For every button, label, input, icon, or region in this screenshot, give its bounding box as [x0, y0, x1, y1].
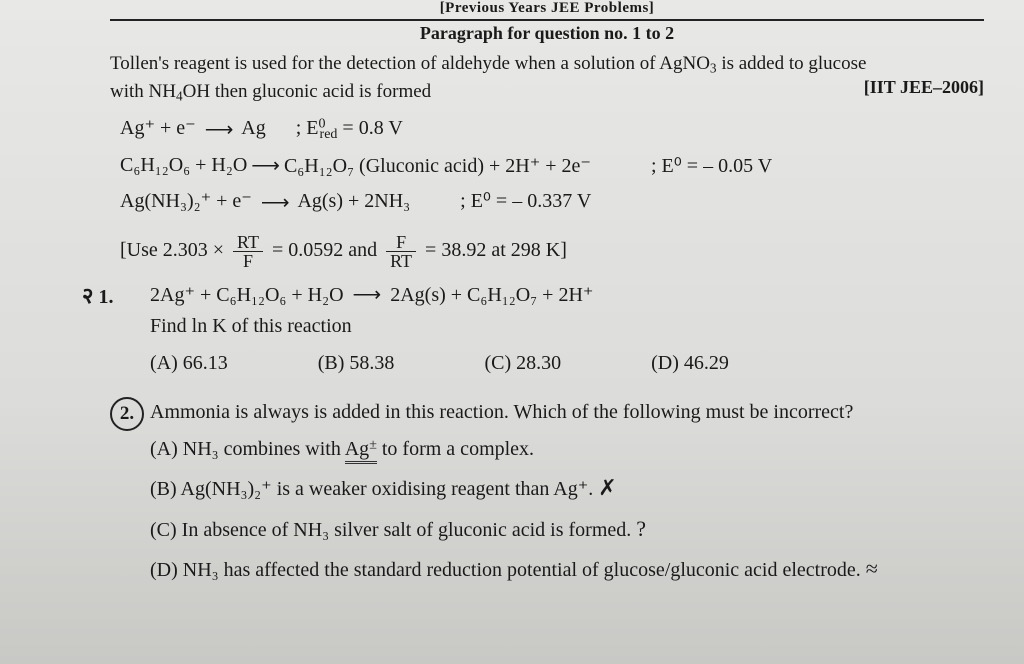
q1-options: (A) 66.13 (B) 58.38 (C) 28.30 (D) 46.29 — [150, 348, 984, 379]
q1-body: 2Ag⁺ + C₆H₁₂O₆ + H₂O ⟶ 2Ag(s) + C₆H₁₂O₇ … — [150, 280, 984, 390]
intro-text: Tollen's reagent is used for the detecti… — [110, 50, 984, 105]
q1-number: २ 1. — [110, 280, 150, 310]
q2-main: Ammonia is always is added in this react… — [150, 401, 853, 423]
q2-number: 2. — [110, 397, 150, 431]
q2-opt-a: (A) NH₃ combines with Ag± to form a comp… — [150, 434, 984, 465]
q2a2: Ag — [345, 438, 369, 460]
prev-title: [Previous Years JEE Problems] — [110, 0, 984, 17]
arrow-icon: ⟶ — [205, 117, 234, 142]
intro-l1: Tollen's reagent is used for the detecti… — [110, 53, 710, 74]
q1-num-text: 1. — [98, 286, 113, 308]
eq-row-2: C₆H₁₂O₆ + H₂O ⟶ C₆H₁₂O₇ (Gluconic acid) … — [120, 153, 984, 178]
tick-mark-icon: ≈ — [866, 556, 878, 581]
intro-l2: with NH — [110, 81, 176, 102]
frac-num: F — [386, 233, 416, 252]
q2c: (C) In absence of NH₃ silver salt of glu… — [150, 519, 631, 541]
eq3b: Ag(s) + 2NH₃ — [297, 190, 410, 212]
frac-den: F — [233, 252, 263, 270]
q1-opt-a: (A) 66.13 — [150, 348, 228, 379]
arrow-icon: ⟶ — [251, 153, 280, 178]
circled-number: 2. — [110, 397, 144, 431]
use2: = 0.0592 and — [272, 239, 382, 261]
frac-den: RT — [386, 252, 416, 270]
q2a3: to form a complex. — [377, 438, 534, 460]
use3: = 38.92 at 298 K] — [425, 239, 567, 261]
q1-find: Find ln K of this reaction — [150, 315, 352, 337]
eq-row-3: Ag(NH₃)₂⁺ + e⁻ ⟶ Ag(s) + 2NH₃ ; E⁰ = – 0… — [120, 188, 984, 215]
eq3c: ; E⁰ = – 0.337 V — [460, 190, 591, 212]
arrow-icon: ⟶ — [353, 280, 382, 311]
cross-mark-icon: ✗ — [598, 475, 616, 500]
q2a1: (A) NH₃ combines with — [150, 438, 345, 460]
eq2a: C₆H₁₂O₆ + H₂O — [120, 154, 247, 177]
eq2b: C₆H₁₂O₇ (Gluconic acid) + 2H⁺ + 2e⁻ — [284, 153, 591, 178]
eq1b: Ag — [241, 117, 265, 139]
question-2: 2. Ammonia is always is added in this re… — [110, 397, 984, 591]
q2-opt-c: (C) In absence of NH₃ silver salt of glu… — [150, 512, 984, 546]
use-row: [Use 2.303 × RT F = 0.0592 and F RT = 38… — [120, 233, 984, 270]
eq-row-1: Ag⁺ + e⁻ ⟶ Ag ; E0red = 0.8 V — [120, 115, 984, 143]
intro-l1b: is added to glucose — [717, 53, 867, 74]
paragraph-title: Paragraph for question no. 1 to 2 — [110, 23, 984, 44]
q1-opt-b: (B) 58.38 — [318, 348, 395, 379]
eq1c: ; E — [296, 117, 319, 139]
fraction: F RT — [386, 233, 416, 270]
iit-tag: [IIT JEE–2006] — [864, 74, 984, 100]
frac-num: RT — [233, 233, 263, 252]
q1-main: 2Ag⁺ + C₆H₁₂O₆ + H₂O — [150, 284, 349, 306]
intro-l2b: OH then gluconic acid is formed — [183, 81, 432, 102]
eq1a: Ag⁺ + e⁻ — [120, 117, 201, 139]
eq3a: Ag(NH₃)₂⁺ + e⁻ — [120, 190, 257, 212]
fraction: RT F — [233, 233, 263, 270]
use1: [Use 2.303 × — [120, 239, 229, 261]
q2-opt-d: (D) NH₃ has affected the standard reduct… — [150, 552, 984, 586]
q2-opt-b: (B) Ag(NH₃)₂⁺ is a weaker oxidising reag… — [150, 471, 984, 505]
q1-opt-c: (C) 28.30 — [484, 348, 561, 379]
q1-main2: 2Ag(s) + C₆H₁₂O₇ + 2H⁺ — [390, 284, 593, 306]
q2a-underline: Ag± — [345, 438, 377, 464]
q2-body: Ammonia is always is added in this react… — [150, 397, 984, 591]
question-1: २ 1. 2Ag⁺ + C₆H₁₂O₆ + H₂O ⟶ 2Ag(s) + C₆H… — [110, 280, 984, 390]
eq1d: = 0.8 V — [342, 117, 402, 139]
q2d: (D) NH₃ has affected the standard reduct… — [150, 559, 866, 581]
q1-opt-d: (D) 46.29 — [651, 348, 729, 379]
eq2c: ; E⁰ = – 0.05 V — [651, 153, 772, 178]
arrow-icon: ⟶ — [261, 190, 290, 215]
question-mark: ? — [636, 516, 646, 541]
rule — [110, 19, 984, 21]
q2b: (B) Ag(NH₃)₂⁺ is a weaker oxidising reag… — [150, 478, 598, 500]
